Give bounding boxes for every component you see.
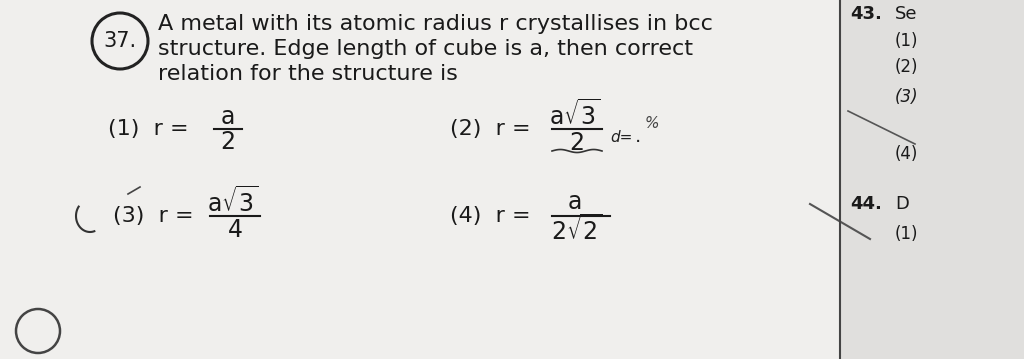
Text: a$\sqrt{3}$: a$\sqrt{3}$ <box>208 187 259 217</box>
Bar <box>840 0 1024 359</box>
Text: (1): (1) <box>895 32 919 50</box>
Text: (2)  r =: (2) r = <box>450 119 530 139</box>
Text: (1)  r =: (1) r = <box>108 119 188 139</box>
Text: 2: 2 <box>220 130 236 154</box>
Text: (2): (2) <box>895 58 919 76</box>
Text: Se: Se <box>895 5 918 23</box>
Text: structure. Edge length of cube is a, then correct: structure. Edge length of cube is a, the… <box>158 39 693 59</box>
Text: 43.: 43. <box>850 5 882 23</box>
Text: 2$\sqrt{2}$: 2$\sqrt{2}$ <box>551 215 603 245</box>
Text: D: D <box>895 195 909 213</box>
Text: (3): (3) <box>895 88 919 106</box>
Text: 37.: 37. <box>103 31 136 51</box>
Text: (4): (4) <box>895 145 919 163</box>
Text: %: % <box>645 117 659 131</box>
Text: d=: d= <box>610 130 633 145</box>
Text: a: a <box>568 190 583 214</box>
Text: a$\sqrt{3}$: a$\sqrt{3}$ <box>550 100 600 130</box>
Text: 2: 2 <box>569 131 585 155</box>
Text: (3)  r =: (3) r = <box>113 206 194 226</box>
Text: A metal with its atomic radius r crystallises in bcc: A metal with its atomic radius r crystal… <box>158 14 713 34</box>
Text: 4: 4 <box>227 218 243 242</box>
Text: 44.: 44. <box>850 195 882 213</box>
Text: (1): (1) <box>895 225 919 243</box>
Text: (4)  r =: (4) r = <box>450 206 530 226</box>
Text: relation for the structure is: relation for the structure is <box>158 64 458 84</box>
Text: a: a <box>221 105 236 129</box>
Text: .: . <box>635 127 641 146</box>
